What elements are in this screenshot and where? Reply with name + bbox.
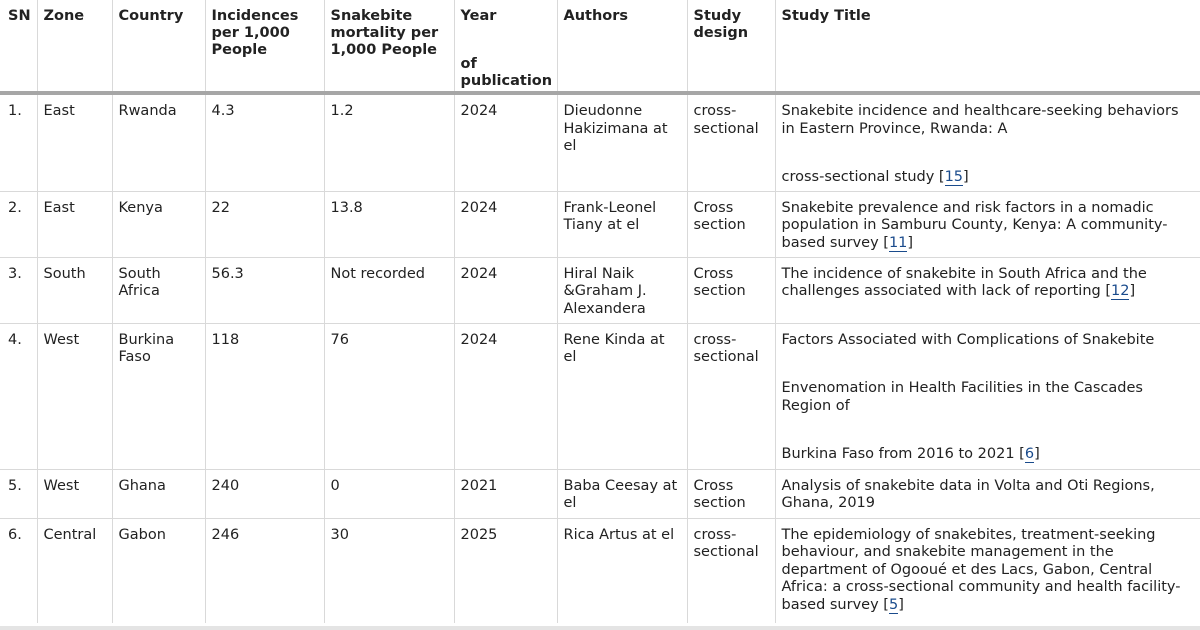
cell-design: cross-sectional bbox=[686, 322, 775, 469]
cell-mortality: Not recorded bbox=[323, 256, 454, 323]
header-year-bottom: of publication bbox=[460, 56, 553, 89]
title-text: Analysis of snakebite data in Volta and … bbox=[781, 477, 1155, 512]
header-incidence: Incidences per 1,000 People bbox=[204, 0, 324, 95]
header-year-top: Year bbox=[460, 8, 497, 24]
title-text: Snakebite incidence and healthcare-seeki… bbox=[781, 103, 1179, 137]
cell-design: cross-sectional bbox=[686, 93, 775, 191]
cell-authors: Rica Artus at el bbox=[556, 517, 687, 623]
cell-incidence: 22 bbox=[204, 190, 324, 257]
title-text: The incidence of snakebite in South Afri… bbox=[781, 265, 1147, 300]
cell-zone: South bbox=[36, 256, 112, 323]
title-text: The epidemiology of snakebites, treatmen… bbox=[781, 526, 1181, 613]
reference-link[interactable]: 11 bbox=[888, 234, 908, 252]
cell-authors: Rene Kinda at el bbox=[556, 322, 687, 469]
cell-mortality: 13.8 bbox=[323, 190, 454, 257]
cell-country: Rwanda bbox=[111, 93, 205, 191]
header-mortality: Snakebite mortality per 1,000 People bbox=[323, 0, 454, 95]
cell-mortality: 30 bbox=[323, 517, 454, 623]
cell-sn: 3. bbox=[0, 256, 37, 323]
title-text: Burkina Faso from 2016 to 2021 bbox=[781, 446, 1015, 462]
header-title: Study Title bbox=[774, 0, 1200, 95]
cell-design: Cross section bbox=[686, 256, 775, 323]
table-row: 6. Central Gabon 246 30 2025 Rica Artus … bbox=[0, 517, 1200, 623]
table-row: 3. South South Africa 56.3 Not recorded … bbox=[0, 256, 1200, 323]
table-row: 4. West Burkina Faso 118 76 2024 Rene Ki… bbox=[0, 322, 1200, 469]
cell-year: 2024 bbox=[453, 93, 557, 191]
cell-year: 2021 bbox=[453, 468, 557, 518]
header-sn: SN bbox=[0, 0, 37, 95]
cell-authors: Dieudonne Hakizimana at el bbox=[556, 93, 687, 191]
cell-title: Analysis of snakebite data in Volta and … bbox=[774, 468, 1200, 518]
cell-title: The epidemiology of snakebites, treatmen… bbox=[774, 517, 1200, 623]
title-text: Snakebite prevalence and risk factors in… bbox=[781, 199, 1168, 251]
cell-zone: East bbox=[36, 190, 112, 257]
header-row: SN Zone Country Incidences per 1,000 Peo… bbox=[0, 0, 1200, 95]
cell-incidence: 4.3 bbox=[204, 93, 324, 191]
cell-sn: 6. bbox=[0, 517, 37, 623]
table-row: 5. West Ghana 240 0 2021 Baba Ceesay at … bbox=[0, 468, 1200, 518]
reference-link[interactable]: 15 bbox=[944, 169, 964, 186]
title-text: Factors Associated with Complications of… bbox=[781, 331, 1155, 348]
cell-country: South Africa bbox=[111, 256, 205, 323]
cell-incidence: 56.3 bbox=[204, 256, 324, 323]
horizontal-scrollbar[interactable] bbox=[0, 626, 1200, 630]
cell-incidence: 118 bbox=[204, 322, 324, 469]
cell-country: Burkina Faso bbox=[111, 322, 205, 469]
cell-year: 2024 bbox=[453, 322, 557, 469]
cell-authors: Frank-Leonel Tiany at el bbox=[556, 190, 687, 257]
cell-sn: 1. bbox=[8, 103, 22, 119]
cell-country: Kenya bbox=[111, 190, 205, 257]
cell-mortality: 76 bbox=[323, 322, 454, 469]
cell-zone: West bbox=[36, 322, 112, 469]
cell-design: cross-sectional bbox=[686, 517, 775, 623]
cell-mortality: 1.2 bbox=[323, 93, 454, 191]
cell-country: Gabon bbox=[111, 517, 205, 623]
title-text: cross-sectional study bbox=[781, 169, 935, 185]
cell-authors: Baba Ceesay at el bbox=[556, 468, 687, 518]
header-design: Study design bbox=[686, 0, 775, 95]
cell-zone: East bbox=[36, 93, 112, 191]
cell-authors: Hiral Naik &Graham J. Alexandera bbox=[556, 256, 687, 323]
header-country: Country bbox=[111, 0, 205, 95]
cell-sn: 4. bbox=[0, 322, 37, 469]
cell-zone: West bbox=[36, 468, 112, 518]
table-row: 2. East Kenya 22 13.8 2024 Frank-Leonel … bbox=[0, 190, 1200, 257]
cell-title: Snakebite incidence and healthcare-seeki… bbox=[774, 93, 1200, 191]
cell-design: Cross section bbox=[686, 190, 775, 257]
cell-sn: 2. bbox=[0, 190, 37, 257]
cell-incidence: 240 bbox=[204, 468, 324, 518]
cell-title: The incidence of snakebite in South Afri… bbox=[774, 256, 1200, 323]
header-year: Year of publication bbox=[453, 0, 557, 95]
cell-year: 2025 bbox=[453, 517, 557, 623]
cell-zone: Central bbox=[36, 517, 112, 623]
reference-link[interactable]: 12 bbox=[1111, 283, 1130, 300]
header-zone: Zone bbox=[36, 0, 112, 95]
reference-link[interactable]: 6 bbox=[1024, 446, 1035, 463]
cell-year: 2024 bbox=[453, 190, 557, 257]
cell-title: Snakebite prevalence and risk factors in… bbox=[774, 190, 1200, 257]
table-row: 1. East Rwanda 4.3 1.2 2024 Dieudonne Ha… bbox=[0, 93, 1200, 191]
cell-design: Cross section bbox=[686, 468, 775, 518]
cell-sn: 5. bbox=[0, 468, 37, 518]
reference-link[interactable]: 5 bbox=[888, 596, 899, 614]
title-text: Envenomation in Health Facilities in the… bbox=[781, 380, 1143, 414]
cell-mortality: 0 bbox=[323, 468, 454, 518]
cell-incidence: 246 bbox=[204, 517, 324, 623]
cell-country: Ghana bbox=[111, 468, 205, 518]
cell-year: 2024 bbox=[453, 256, 557, 323]
cell-title: Factors Associated with Complications of… bbox=[774, 322, 1200, 469]
header-authors: Authors bbox=[556, 0, 687, 95]
